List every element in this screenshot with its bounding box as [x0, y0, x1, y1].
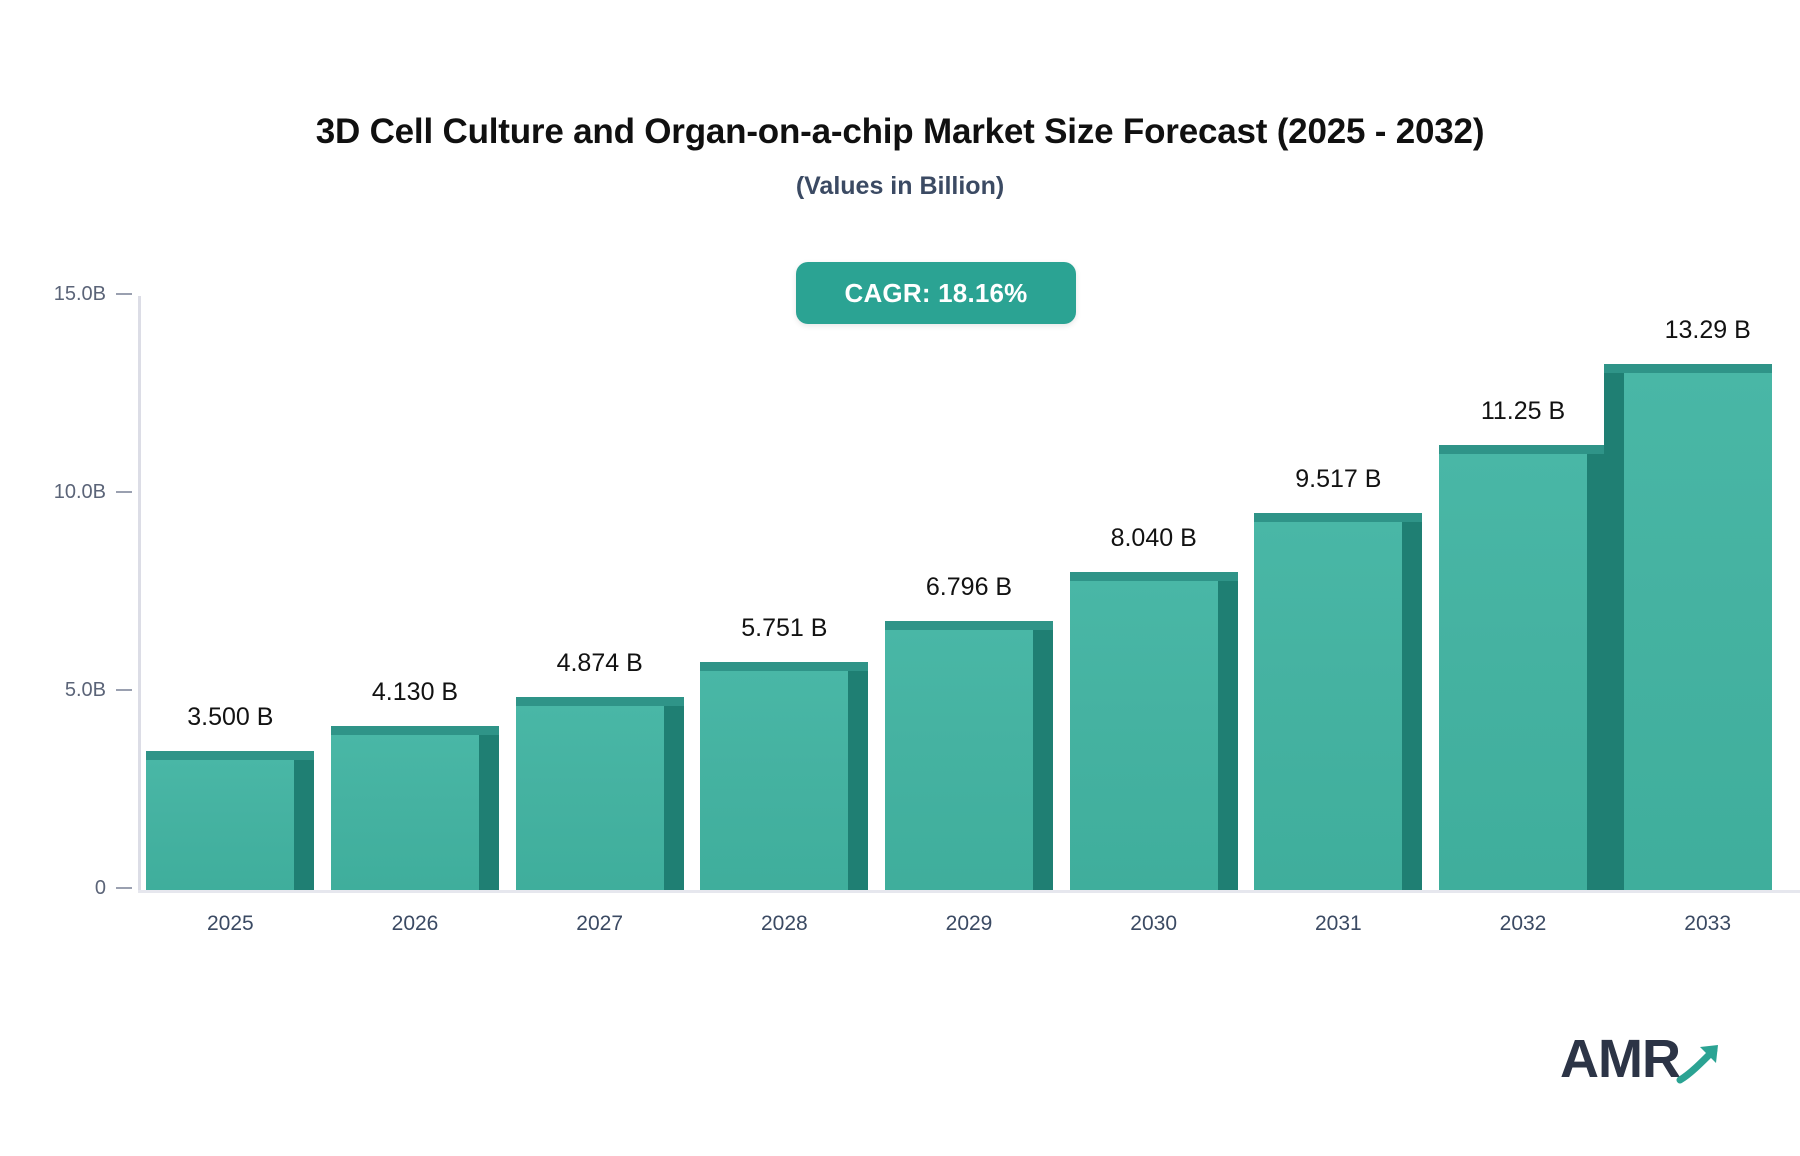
bars-layer: 3.500 B 4.130 B 4.874 B 5.751 B 6.796 B 8.040…: [138, 0, 1800, 1156]
bar[interactable]: [1254, 513, 1423, 890]
x-axis-label: 2026: [391, 912, 439, 935]
bar[interactable]: [1069, 571, 1238, 890]
bar[interactable]: [1439, 444, 1607, 890]
bar[interactable]: [1603, 363, 1772, 890]
amr-logo: AMR: [1560, 1032, 1722, 1086]
bar-side-face: [1402, 522, 1423, 890]
bar-side-face: [848, 671, 869, 890]
y-axis-tick-mark: [116, 886, 132, 889]
y-axis-tick: 10.0B: [0, 481, 132, 504]
bar-value-label: 9.517 B: [1295, 465, 1382, 494]
bar-side-face: [663, 706, 684, 890]
y-axis-tick-mark: [116, 688, 132, 691]
y-axis-tick-label: 5.0B: [64, 679, 106, 701]
bar-front-face: [1254, 522, 1403, 890]
bar-value-label: 4.130 B: [371, 678, 459, 707]
bar-top-face: [331, 726, 499, 736]
bar-side-face: [1587, 453, 1607, 890]
bar[interactable]: [515, 697, 684, 890]
bar-top-face: [1603, 363, 1772, 373]
y-axis-tick-label: 15.0B: [53, 283, 106, 305]
bar[interactable]: [700, 662, 869, 890]
bar[interactable]: [146, 751, 315, 890]
bar[interactable]: [331, 726, 499, 890]
bar-front-face: [1623, 372, 1772, 890]
x-axis-line: [138, 890, 1800, 893]
y-axis-line: [138, 296, 141, 890]
bar-top-face: [885, 620, 1053, 630]
bar-front-face: [885, 629, 1033, 890]
bar-side-face: [294, 760, 315, 890]
y-axis-tick-mark: [116, 490, 132, 493]
y-axis-tick: 0: [0, 877, 132, 900]
bar-value-label: 11.25 B: [1480, 396, 1566, 425]
bar-value-label: 5.751 B: [741, 614, 828, 643]
y-axis-tick: 15.0B: [0, 283, 132, 306]
bar-top-face: [700, 662, 869, 672]
trend-up-arrow-icon: [1676, 1040, 1722, 1086]
chart-subtitle: (Values in Billion): [795, 172, 1005, 200]
bar-side-face: [1033, 629, 1053, 890]
bar-top-face: [1069, 571, 1238, 581]
x-axis-label: 2030: [1130, 912, 1178, 935]
bar[interactable]: [885, 620, 1053, 890]
cagr-badge-label: CAGR: 18.16%: [844, 277, 1028, 308]
x-axis-label: 2028: [760, 912, 808, 935]
bar-side-face: [1217, 580, 1238, 890]
x-axis-label: 2029: [945, 912, 993, 935]
bar-front-face: [515, 706, 664, 890]
bar-top-face: [1439, 444, 1607, 454]
bar-value-label: 13.29 B: [1664, 315, 1751, 344]
bar-front-face: [1439, 453, 1587, 890]
x-axis-label: 2033: [1684, 912, 1732, 935]
bar-value-label: 6.796 B: [925, 572, 1013, 601]
x-axis-label: 2027: [576, 912, 624, 935]
bar-side-face: [1603, 372, 1624, 890]
bar-top-face: [146, 751, 315, 761]
bar-front-face: [1069, 580, 1218, 890]
bar-front-face: [700, 671, 849, 890]
bar-value-label: 4.874 B: [556, 648, 643, 677]
bar-front-face: [331, 735, 479, 890]
cagr-badge: CAGR: 18.16%: [796, 262, 1076, 324]
bar-value-label: 3.500 B: [187, 703, 274, 732]
logo-text: AMR: [1560, 1029, 1681, 1089]
chart-title: 3D Cell Culture and Organ-on-a-chip Mark…: [315, 112, 1485, 151]
bar-top-face: [515, 697, 684, 706]
y-axis-tick-label: 10.0B: [53, 481, 106, 503]
y-axis-tick: 5.0B: [0, 679, 132, 702]
y-axis-tick-mark: [116, 292, 132, 295]
x-axis-label: 2025: [206, 912, 254, 935]
bar-value-label: 8.040 B: [1110, 523, 1197, 552]
x-axis-label: 2032: [1499, 912, 1547, 935]
x-axis-label: 2031: [1314, 912, 1362, 935]
y-axis-tick-label: 0: [94, 877, 106, 899]
bar-top-face: [1254, 513, 1423, 523]
bar-front-face: [146, 760, 295, 890]
bar-side-face: [479, 735, 499, 890]
